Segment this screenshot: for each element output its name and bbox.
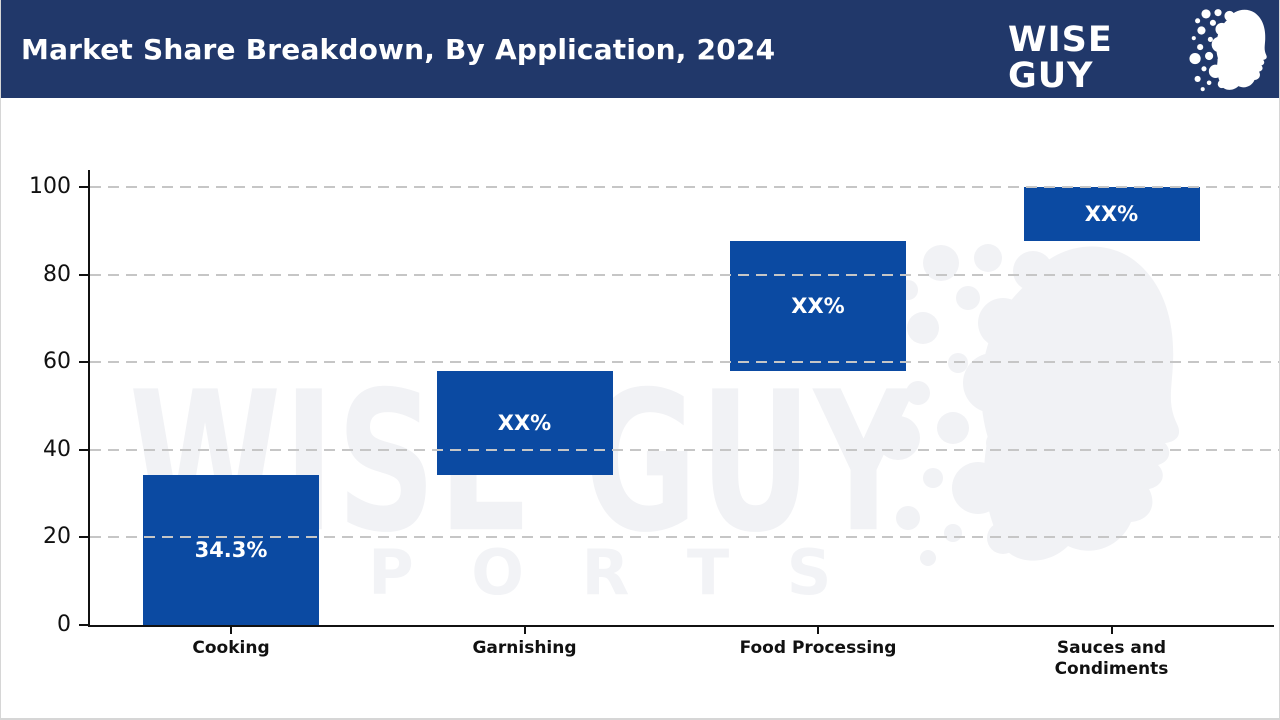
gridline-60: [90, 361, 1279, 364]
bar-food-processing: [730, 241, 906, 372]
y-tick-60: [79, 361, 89, 364]
y-tick-80: [79, 273, 89, 276]
bar-sauces-and-condiments: [1023, 187, 1200, 242]
watermark-head-icon: [876, 244, 1180, 566]
y-tick-20: [79, 536, 89, 539]
logo-text: WISE GUY R E P O R T S: [1008, 22, 1201, 110]
header: Market Share Breakdown, By Application, …: [1, 0, 1279, 110]
gridline-80: [90, 273, 1279, 276]
bar-cooking: [143, 474, 319, 625]
x-tick-garnishing: [523, 627, 526, 634]
y-axis-line: [88, 170, 90, 625]
y-tick-40: [79, 448, 89, 451]
y-tick-label-100: 100: [29, 174, 71, 200]
y-tick-label-80: 80: [43, 261, 71, 287]
gridline-40: [90, 448, 1279, 451]
chart-area: WISE GUY R E P O R T S 0 20 40 60 80 100 34.3%…: [1, 98, 1279, 718]
bar-garnishing: [436, 371, 613, 475]
x-tick-sauces-and-condiments: [1110, 627, 1113, 634]
x-tick-label-cooking: Cooking: [192, 638, 270, 658]
y-tick-label-20: 20: [43, 524, 71, 550]
bar-value-label-food-processing: XX%: [791, 294, 845, 319]
y-tick-0: [79, 624, 89, 626]
y-tick-label-60: 60: [43, 349, 71, 375]
x-tick-food-processing: [817, 627, 819, 634]
gridline-100: [90, 186, 1279, 189]
y-tick-label-0: 0: [57, 612, 71, 637]
x-tick-cooking: [230, 627, 232, 634]
logo-head-icon: [1189, 9, 1267, 92]
x-tick-label-sauces-and-condiments: Sauces and Condiments: [1054, 638, 1169, 679]
x-axis-line: [88, 625, 1274, 627]
bar-value-label-garnishing: XX%: [497, 411, 552, 436]
logo-subtitle: R E P O R T S: [1013, 96, 1170, 110]
bar-value-label-cooking: 34.3%: [194, 537, 268, 562]
y-tick-label-40: 40: [43, 436, 71, 462]
wiseguy-logo: WISE GUY R E P O R T S: [1008, 0, 1273, 110]
logo-wordmark: WISE GUY: [1008, 20, 1113, 96]
x-tick-label-food-processing: Food Processing: [739, 638, 897, 658]
x-tick-label-garnishing: Garnishing: [472, 638, 577, 658]
bar-value-label-sauces-and-condiments: XX%: [1084, 202, 1139, 227]
y-tick-100: [79, 186, 89, 189]
gridline-20: [90, 536, 1279, 539]
page-title: Market Share Breakdown, By Application, …: [21, 32, 776, 66]
